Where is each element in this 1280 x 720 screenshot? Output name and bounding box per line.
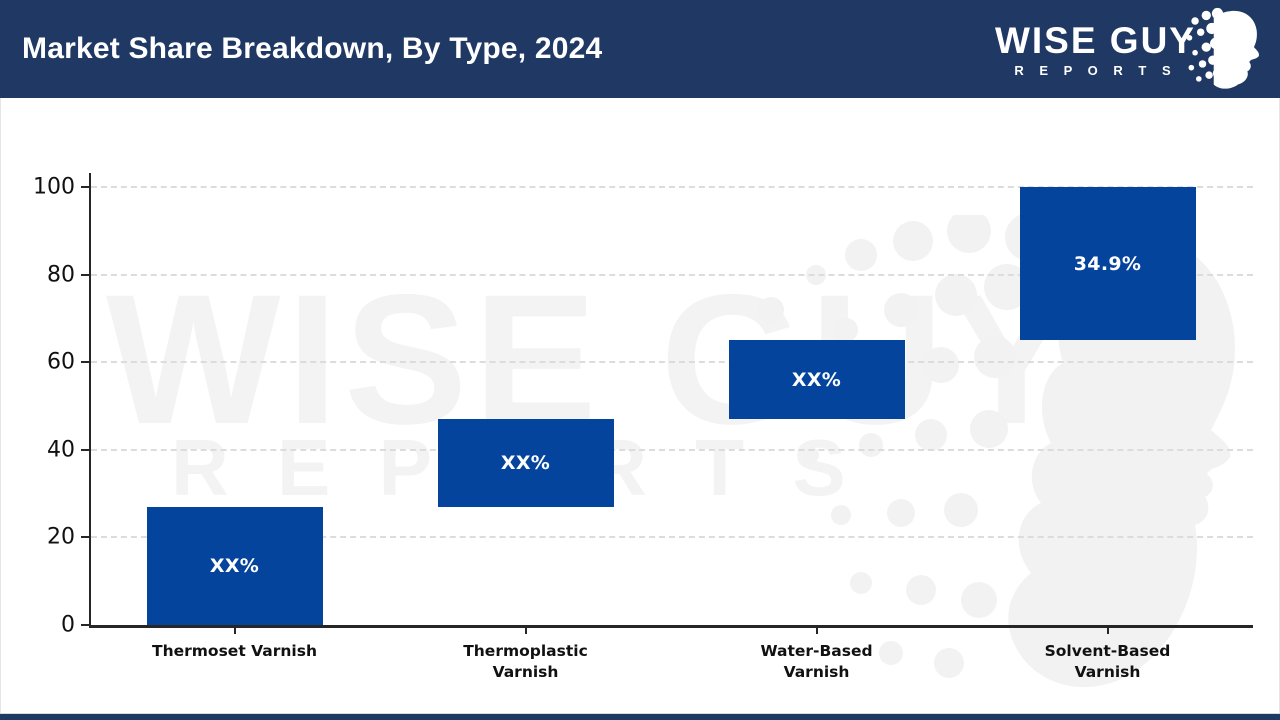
y-tick-mark <box>81 273 89 276</box>
bar: XX% <box>437 419 614 507</box>
y-tick-mark <box>81 536 89 539</box>
logo-sub: R E P O R T S <box>1014 62 1177 78</box>
y-tick-label: 0 <box>61 612 75 638</box>
gridline <box>91 273 1253 276</box>
bar: XX% <box>146 506 323 625</box>
y-tick-mark <box>81 361 89 364</box>
gridline <box>91 448 1253 451</box>
x-tick-mark <box>815 627 818 634</box>
bar: 34.9% <box>1019 187 1196 341</box>
bar-value-label: XX% <box>500 451 551 474</box>
y-tick-mark <box>81 448 89 451</box>
y-tick-label: 100 <box>33 174 75 200</box>
gridline <box>91 186 1253 188</box>
x-tick-mark <box>233 627 236 634</box>
x-tick-label: Thermoset Varnish <box>152 642 317 660</box>
y-tick-mark <box>81 624 89 626</box>
chart-area: WISE GUY R E P O R T S 020406080100XX%Th… <box>0 98 1280 713</box>
bar: XX% <box>728 340 905 420</box>
x-tick-mark <box>524 627 527 634</box>
x-axis <box>89 625 1253 628</box>
y-tick-label: 80 <box>47 262 75 288</box>
header: Market Share Breakdown, By Type, 2024 WI… <box>0 0 1280 98</box>
x-tick-label: Thermoplastic Varnish <box>463 642 588 681</box>
bar-value-label: XX% <box>209 554 260 577</box>
footer-divider <box>0 713 1280 714</box>
y-tick-label: 20 <box>47 524 75 550</box>
x-tick-label: Water-Based Varnish <box>760 642 873 681</box>
page-title: Market Share Breakdown, By Type, 2024 <box>22 32 603 65</box>
y-tick-label: 40 <box>47 437 75 463</box>
bar-value-label: 34.9% <box>1073 252 1142 275</box>
gridline <box>91 536 1253 539</box>
footer-bar <box>0 714 1280 720</box>
y-tick-mark <box>81 186 89 188</box>
logo-name: WISE GUY <box>994 19 1196 61</box>
logo-text: WISE GUY R E P O R T S <box>995 22 1196 77</box>
watermark-face-icon <box>758 215 1235 688</box>
wiseguy-logo: WISE GUY R E P O R T S <box>995 5 1266 93</box>
logo-face-icon <box>1186 7 1260 89</box>
y-axis <box>89 173 91 625</box>
x-tick-mark <box>1106 627 1109 634</box>
y-tick-label: 60 <box>47 349 75 375</box>
gridline <box>91 361 1253 364</box>
x-tick-label: Solvent-Based Varnish <box>1044 642 1171 681</box>
bar-value-label: XX% <box>791 368 842 391</box>
